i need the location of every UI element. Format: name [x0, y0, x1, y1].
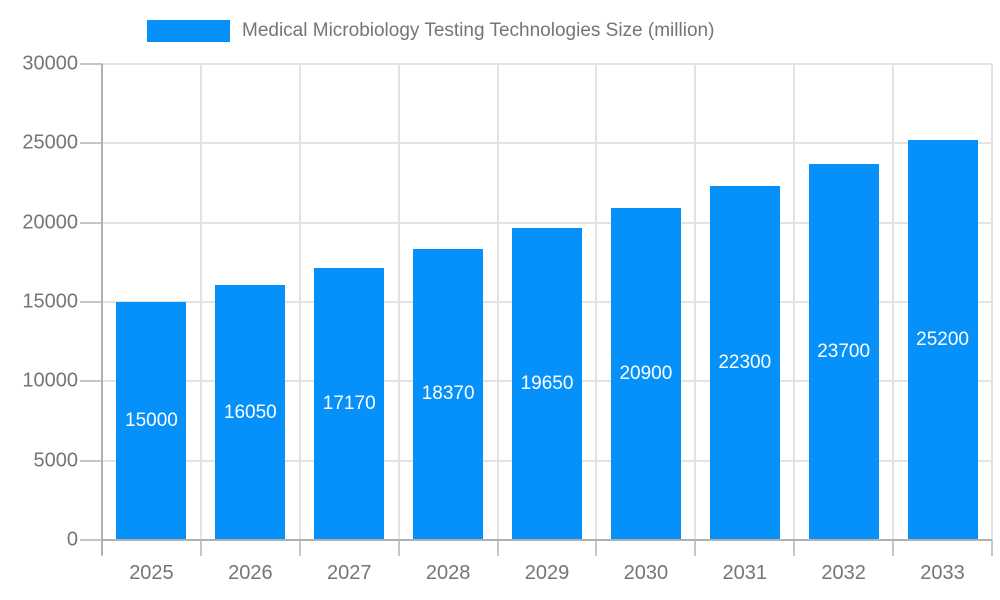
y-tick-mark — [80, 301, 102, 303]
x-tick-label: 2033 — [920, 562, 965, 584]
y-axis-line — [101, 64, 103, 555]
bar-value-label: 15000 — [125, 410, 178, 431]
x-tick-mark — [793, 540, 796, 556]
y-tick-mark — [80, 221, 102, 224]
bar[interactable] — [314, 267, 385, 539]
bar-value-label: 22300 — [718, 352, 772, 374]
x-tick-label: 2029 — [524, 562, 570, 584]
x-tick-mark — [298, 540, 301, 556]
y-grid-line — [102, 63, 992, 65]
x-grid-line — [595, 64, 598, 540]
bar-value-label: 20900 — [619, 363, 673, 385]
x-tick-label: 2025 — [129, 562, 174, 584]
y-tick-mark — [80, 142, 102, 145]
bar[interactable] — [709, 186, 780, 539]
y-tick-label: 25000 — [22, 131, 78, 154]
x-tick-mark — [496, 540, 499, 556]
x-tick-mark — [694, 540, 697, 556]
y-grid-line — [102, 142, 992, 145]
y-tick-mark — [80, 63, 102, 65]
x-tick-mark — [397, 540, 400, 556]
bar[interactable] — [808, 163, 879, 539]
x-grid-line — [199, 64, 202, 540]
x-tick-mark — [199, 540, 202, 556]
bar-value-label: 23700 — [817, 340, 871, 362]
bar-value-label: 17170 — [322, 392, 376, 414]
bar[interactable] — [610, 208, 681, 539]
y-tick-label: 0 — [66, 528, 78, 551]
chart-legend[interactable]: Medical Microbiology Testing Technologie… — [147, 20, 714, 42]
y-tick-label: 5000 — [33, 449, 79, 472]
x-grid-line — [991, 64, 993, 540]
bar-value-label: 18370 — [421, 383, 475, 405]
y-tick-label: 10000 — [22, 369, 78, 392]
y-tick-mark — [80, 539, 102, 541]
x-grid-line — [496, 64, 499, 540]
y-tick-mark — [80, 380, 102, 383]
y-tick-label: 15000 — [22, 290, 78, 313]
x-tick-label: 2026 — [228, 562, 273, 584]
bar-value-label: 19650 — [520, 373, 574, 395]
legend-label: Medical Microbiology Testing Technologie… — [242, 20, 715, 41]
bar[interactable] — [116, 302, 187, 539]
bar[interactable] — [215, 285, 286, 539]
x-tick-label: 2030 — [623, 562, 669, 584]
y-grid-line — [102, 221, 992, 224]
x-grid-line — [397, 64, 400, 540]
x-tick-mark — [991, 540, 993, 556]
x-grid-line — [892, 64, 895, 540]
bar[interactable] — [413, 248, 484, 539]
y-tick-mark — [80, 459, 102, 462]
y-tick-label: 20000 — [22, 211, 78, 234]
x-tick-mark — [595, 540, 598, 556]
legend-swatch-icon — [147, 20, 230, 42]
bar-value-label: 25200 — [916, 329, 969, 351]
x-axis-line — [101, 539, 992, 541]
x-tick-mark — [892, 540, 895, 556]
x-grid-line — [694, 64, 697, 540]
x-tick-label: 2031 — [722, 562, 768, 584]
x-grid-line — [298, 64, 301, 540]
x-tick-label: 2032 — [821, 562, 866, 584]
y-tick-label: 30000 — [22, 52, 78, 75]
bar[interactable] — [512, 228, 582, 539]
x-tick-label: 2028 — [425, 562, 471, 584]
bar[interactable] — [907, 140, 978, 539]
x-grid-line — [793, 64, 796, 540]
x-tick-label: 2027 — [326, 562, 372, 584]
bar-value-label: 16050 — [223, 401, 277, 423]
